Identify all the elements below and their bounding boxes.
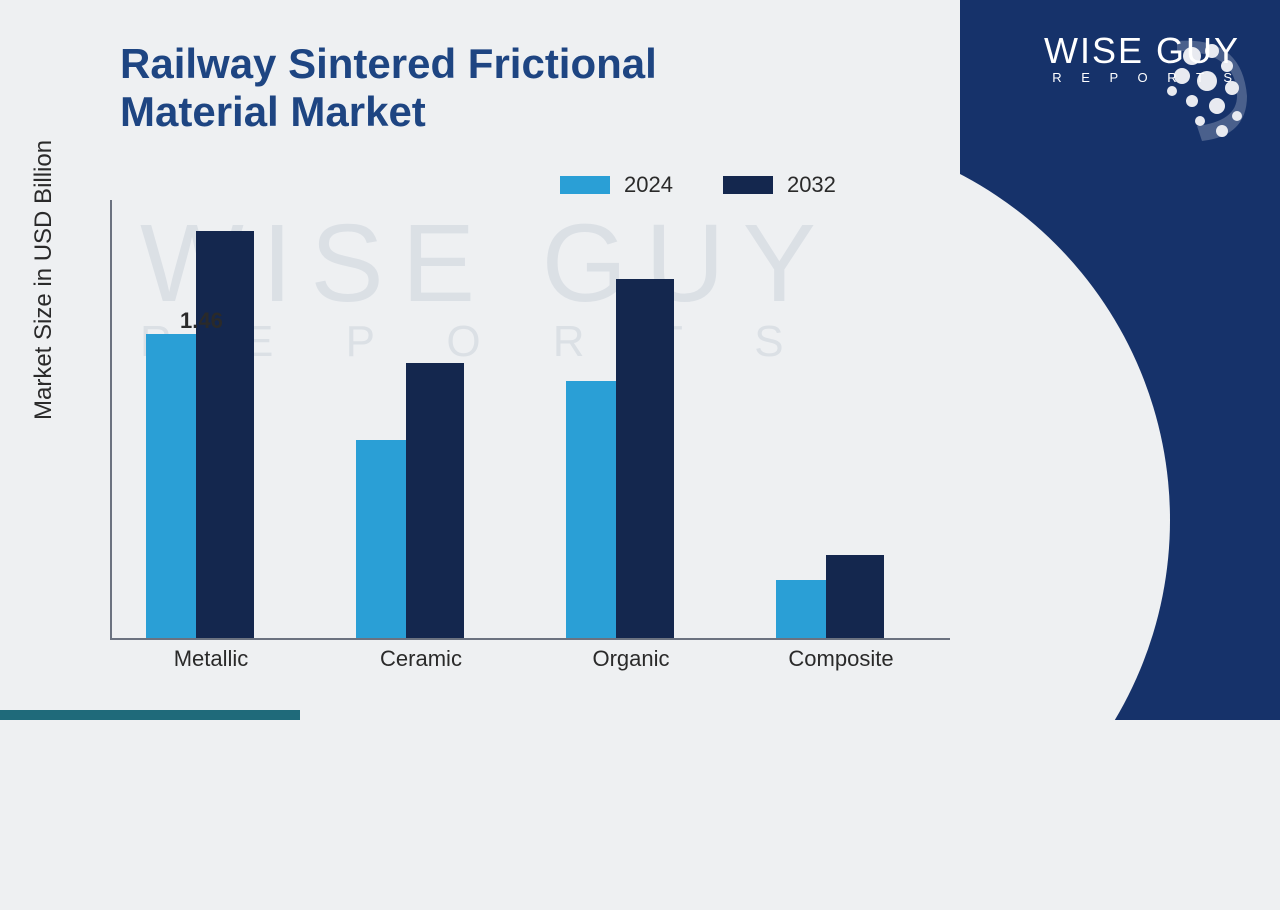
x-label-ceramic: Ceramic	[380, 646, 462, 672]
x-label-composite: Composite	[788, 646, 893, 672]
bar-composite-2032	[826, 555, 884, 638]
bar-organic-2032	[616, 279, 674, 638]
legend-label-2024: 2024	[624, 172, 673, 198]
bar-ceramic-2032	[406, 363, 464, 638]
x-label-metallic: Metallic	[174, 646, 249, 672]
chart-title: Railway Sintered Frictional Material Mar…	[120, 40, 820, 137]
brand-logo: WISE GUY R E P O R T S	[1044, 30, 1240, 85]
chart-area: MetallicCeramicOrganicComposite 1.46	[110, 200, 950, 640]
bottom-accent-bar	[0, 710, 300, 720]
legend-swatch-2032	[723, 176, 773, 194]
y-axis-label: Market Size in USD Billion	[30, 140, 58, 420]
brand-main: WISE GUY	[1044, 30, 1240, 72]
brand-sub: R E P O R T S	[1044, 70, 1240, 85]
bar-metallic-2032	[196, 231, 254, 638]
value-label: 1.46	[180, 308, 223, 334]
legend: 2024 2032	[560, 172, 836, 198]
x-axis-line	[110, 638, 950, 640]
x-label-organic: Organic	[592, 646, 669, 672]
legend-swatch-2024	[560, 176, 610, 194]
legend-item-2032: 2032	[723, 172, 836, 198]
legend-item-2024: 2024	[560, 172, 673, 198]
legend-label-2032: 2032	[787, 172, 836, 198]
y-axis-line	[110, 200, 112, 640]
